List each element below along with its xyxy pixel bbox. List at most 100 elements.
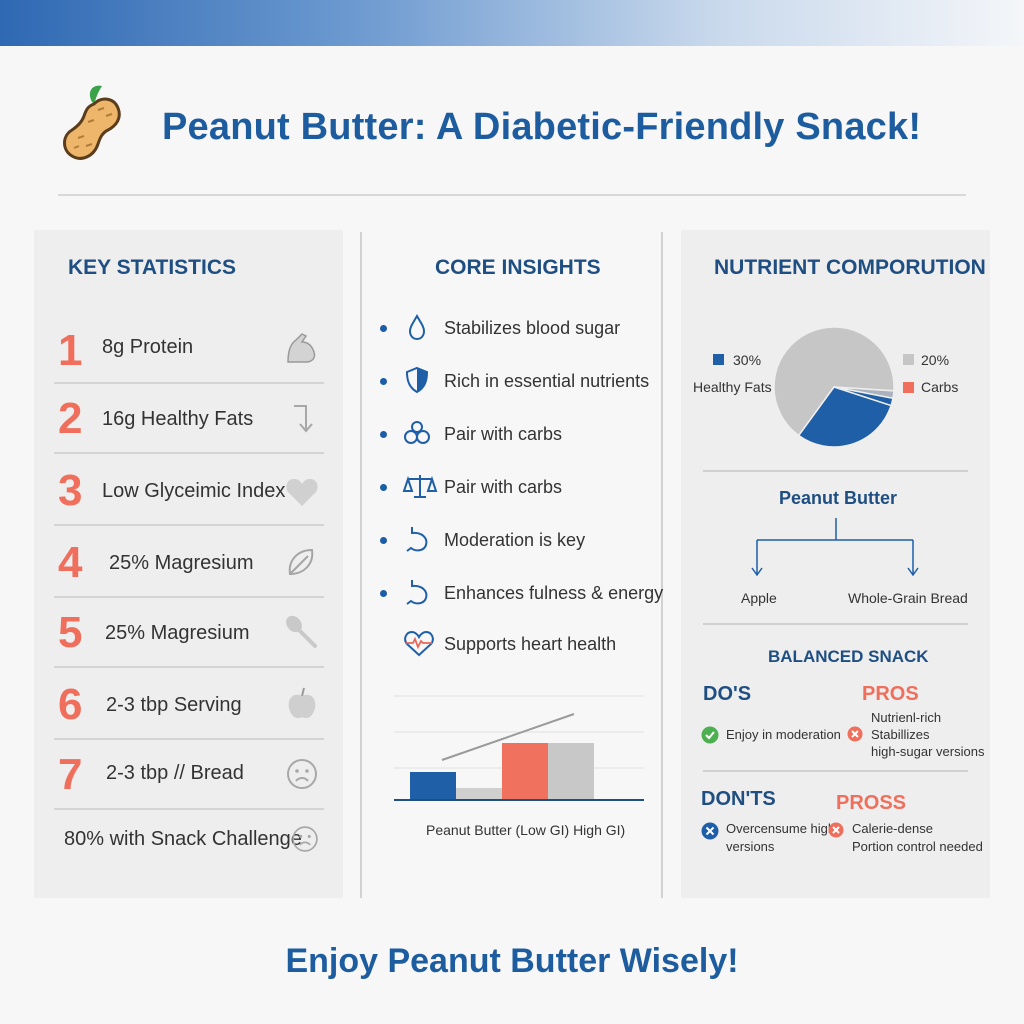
stat-label: 2-3 tbp // Bread — [106, 762, 244, 784]
section-divider — [703, 770, 968, 772]
row-divider — [54, 452, 324, 454]
insight-text: Pair with carbs — [444, 477, 563, 497]
bar — [456, 788, 502, 800]
insight-item: Pair with carbs — [380, 418, 660, 452]
stat-row: 5 25% Magresium — [54, 598, 324, 668]
stat-row: 6 2-3 tbp Serving — [54, 670, 324, 740]
dos-title: DO'S — [703, 683, 752, 705]
insight-item: Moderation is key — [380, 524, 660, 558]
column-divider — [360, 232, 362, 898]
key-statistics-panel: KEY STATISTICS 1 8g Protein 2 16g Health… — [34, 230, 343, 898]
top-gradient-bar — [0, 0, 1024, 46]
peanut-icon — [63, 85, 121, 160]
stat-row: 2 16g Healthy Fats — [54, 384, 324, 454]
title-divider — [58, 194, 966, 196]
bar-chart — [394, 695, 644, 801]
arrow-down-icon — [294, 405, 313, 433]
stat-row: 7 2-3 tbp // Bread — [54, 740, 324, 810]
pie-slice — [797, 386, 892, 448]
pie-slice — [773, 326, 895, 437]
stat-label: 2-3 tbp Serving — [106, 694, 242, 716]
bullet — [380, 431, 387, 438]
nutrient-panel: NUTRIENT COMPORUTION 30% Healthy Fats 20… — [681, 230, 990, 898]
stat-number: 7 — [58, 750, 83, 799]
sad-face-icon — [292, 826, 318, 852]
row-divider — [54, 738, 324, 740]
pie-chart — [773, 326, 895, 448]
chart-xlabel: Peanut Butter (Low GI) High GI) — [426, 822, 626, 838]
stat-number: 1 — [58, 326, 83, 375]
bar — [548, 743, 594, 800]
tree-root-label: Peanut Butter — [779, 488, 898, 508]
tree-connector — [751, 518, 919, 577]
x-icon — [701, 822, 719, 840]
insight-item: Stabilizes blood sugar — [380, 312, 660, 346]
key-statistics-title: KEY STATISTICS — [68, 256, 237, 279]
stats-footer: 80% with Snack Challenge — [64, 828, 302, 850]
section-divider — [703, 623, 968, 625]
row-divider — [54, 666, 324, 668]
legend-value-fats: 30% — [733, 352, 762, 368]
shield-icon — [405, 366, 429, 394]
pros-line: high-sugar versions — [871, 744, 985, 759]
stomach-icon — [406, 580, 428, 605]
leaf-icon — [288, 548, 314, 576]
tree-right-label: Whole-Grain Bread — [848, 590, 968, 606]
stat-row: 1 8g Protein — [54, 314, 324, 384]
stat-label: 25% Magresium — [109, 552, 254, 574]
insight-item: Pair with carbs — [380, 471, 660, 505]
stat-row: 4 25% Magresium — [54, 528, 324, 598]
pross-line: Portion control needed — [852, 839, 983, 854]
insight-text: Pair with carbs — [444, 424, 563, 444]
sad-face-icon — [287, 759, 317, 789]
bullet — [380, 378, 387, 385]
insight-text: Moderation is key — [444, 530, 586, 550]
bullet — [380, 325, 387, 332]
section-divider — [703, 470, 968, 472]
row-divider — [54, 596, 324, 598]
dos-item: Enjoy in moderation — [726, 727, 841, 742]
core-insights-title: CORE INSIGHTS — [435, 256, 601, 279]
stat-label: 25% Magresium — [105, 622, 250, 644]
stat-label: 8g Protein — [102, 336, 194, 358]
stat-number: 2 — [58, 394, 83, 443]
footer-title: Enjoy Peanut Butter Wisely! — [285, 942, 739, 980]
insight-item: Enhances fulness & energy — [380, 577, 664, 611]
row-divider — [54, 524, 324, 526]
x-icon — [828, 822, 844, 838]
legend-label-carbs: Carbs — [921, 379, 959, 395]
bullet — [380, 537, 387, 544]
donts-line: Overcensume high- — [726, 821, 840, 836]
pros-line: Nutrienl-rich — [871, 710, 942, 725]
stat-label: 16g Healthy Fats — [102, 408, 254, 430]
bullet — [380, 590, 387, 597]
drop-icon — [408, 313, 426, 341]
pross-line: Calerie-dense — [852, 821, 933, 836]
donts-line: versions — [726, 839, 775, 854]
pros-line: Stabillizes — [871, 727, 930, 742]
heartbeat-icon — [404, 630, 434, 657]
check-icon — [701, 726, 719, 744]
stat-number: 6 — [58, 680, 83, 729]
bullet — [380, 484, 387, 491]
stat-row: 3 Low Glyceimic Index — [54, 456, 324, 526]
muscle-icon — [287, 333, 316, 363]
donts-title: DON'TS — [701, 788, 776, 810]
row-divider — [54, 382, 324, 384]
pross-title: PROSS — [836, 792, 907, 814]
insight-text: Stabilizes blood sugar — [444, 318, 621, 338]
tree-left-label: Apple — [741, 590, 777, 606]
column-divider — [661, 232, 663, 898]
insight-text: Enhances fulness & energy — [444, 583, 664, 603]
legend-label-fats: Healthy Fats — [693, 379, 772, 395]
pros-title: PROS — [862, 683, 919, 705]
legend-swatch-carbs — [903, 382, 914, 393]
insight-item: Supports heart health — [380, 628, 660, 662]
spoon-icon — [286, 615, 317, 648]
insight-text: Supports heart health — [444, 634, 617, 654]
apple-icon — [288, 687, 316, 719]
row-divider — [54, 808, 324, 810]
legend-swatch-other — [903, 354, 914, 365]
balanced-snack-title: BALANCED SNACK — [768, 647, 929, 666]
bar — [502, 743, 548, 800]
